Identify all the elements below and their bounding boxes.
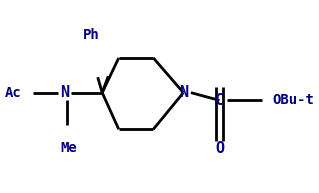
Text: O: O [215,141,224,156]
Text: OBu-t: OBu-t [272,93,314,107]
Text: N: N [179,85,188,100]
Text: C: C [215,93,224,108]
Text: Ph: Ph [83,28,100,42]
Text: Ac: Ac [4,86,21,100]
Text: N: N [60,85,69,100]
Text: Me: Me [61,141,78,155]
